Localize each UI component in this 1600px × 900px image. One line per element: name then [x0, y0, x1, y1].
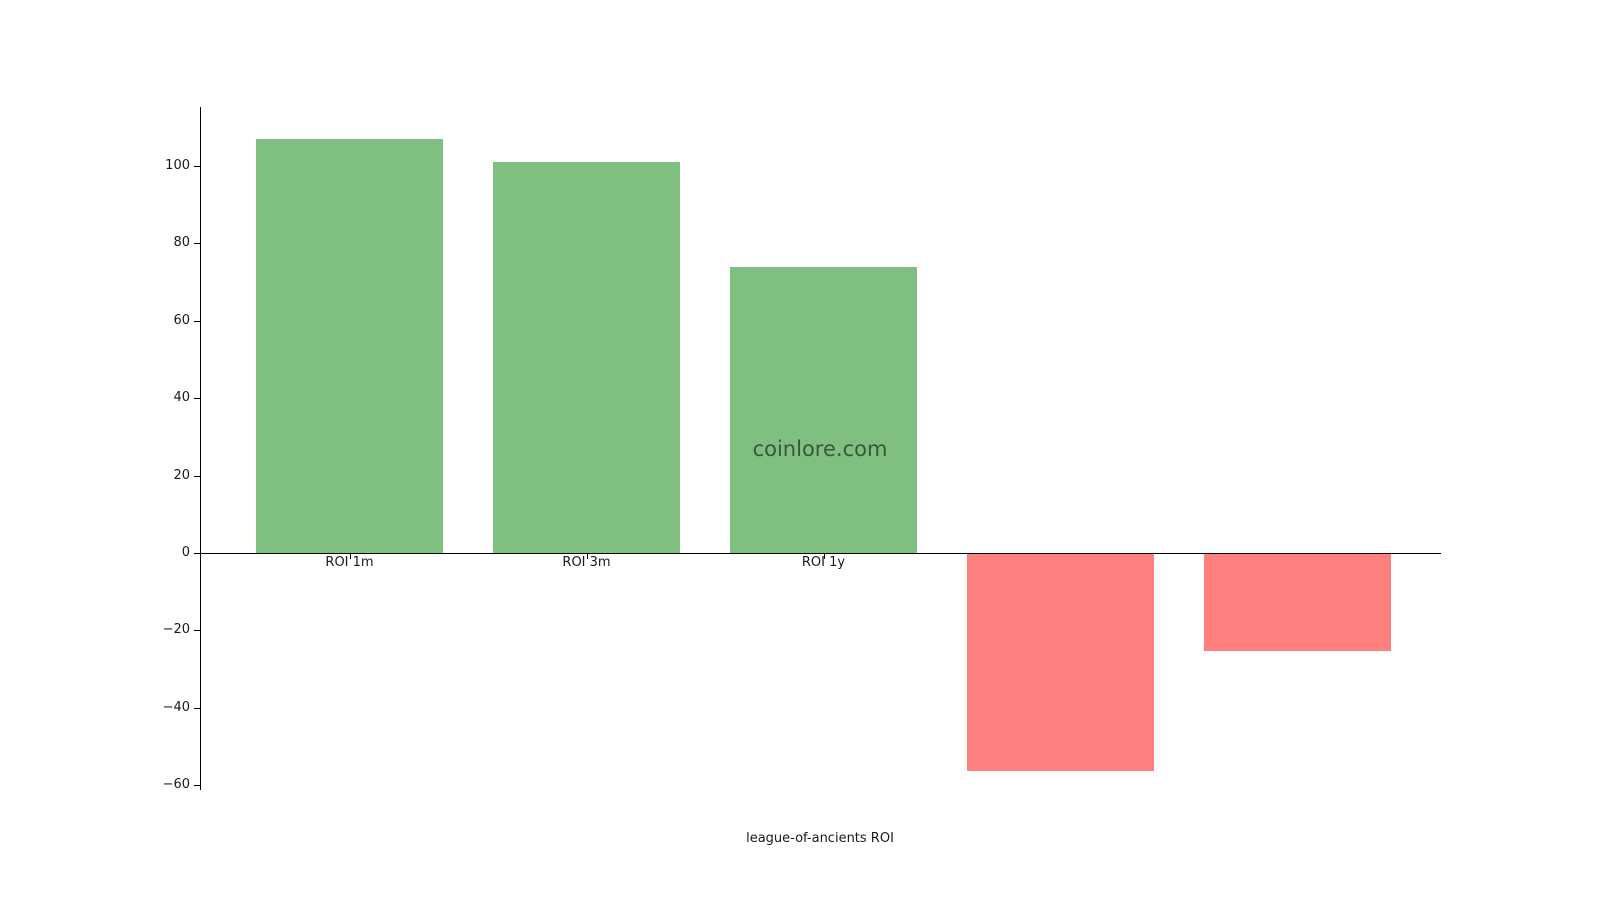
y-tick-label: 100 [165, 158, 190, 173]
y-tick-mark [194, 785, 200, 787]
y-tick-mark [194, 630, 200, 632]
watermark-text: coinlore.com [752, 437, 888, 461]
bar-roi-3m [493, 162, 680, 553]
y-tick-mark [194, 553, 200, 554]
y-tick-label: 20 [173, 467, 190, 483]
x-tick-mark [586, 553, 588, 559]
x-tick-mark [349, 553, 351, 559]
bar-bar-5 [1204, 554, 1391, 651]
bar-roi-1m [256, 138, 443, 553]
y-tick-label: −60 [162, 777, 190, 793]
y-tick-label: 0 [181, 545, 190, 560]
y-tick-mark [194, 243, 200, 245]
y-tick-mark [194, 475, 200, 477]
y-tick-label: 60 [173, 312, 190, 328]
y-tick-mark [194, 320, 200, 322]
x-axis-line [200, 553, 1441, 554]
bar-roi-1y [730, 266, 917, 553]
bar-bar-4 [967, 554, 1154, 771]
y-axis-spine [200, 107, 201, 790]
x-tick-label: ROI 3m [562, 555, 611, 570]
y-tick-label: −40 [162, 699, 190, 715]
y-tick-mark [194, 398, 200, 400]
x-tick-mark [823, 553, 825, 559]
y-tick-label: −20 [162, 622, 190, 638]
y-tick-label: 80 [173, 235, 190, 251]
y-tick-mark [194, 707, 200, 709]
y-tick-label: 40 [173, 390, 190, 406]
y-tick-mark [194, 166, 200, 167]
x-tick-label: ROI 1m [325, 555, 374, 570]
chart-xlabel: league-of-ancients ROI [746, 831, 894, 846]
x-tick-label: ROI 1y [801, 555, 846, 570]
